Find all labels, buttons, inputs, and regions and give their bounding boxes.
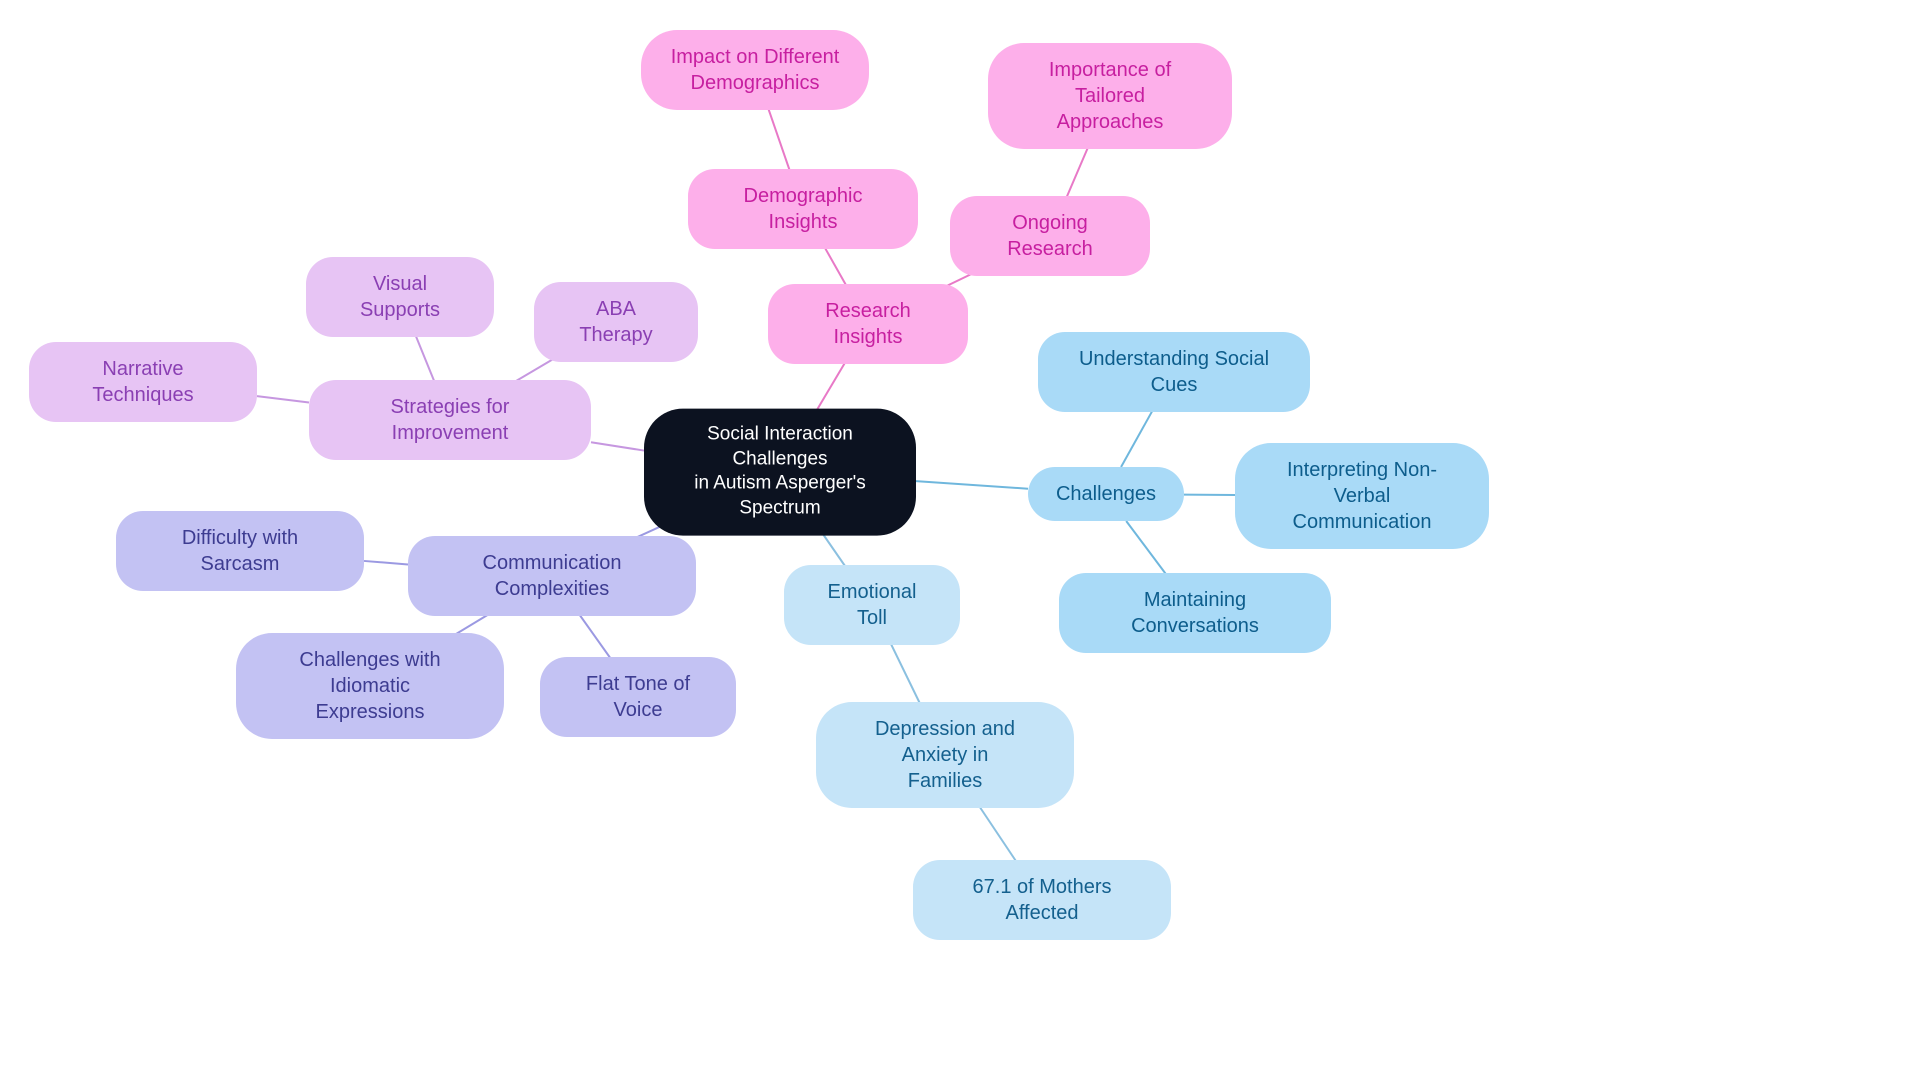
node-label: Interpreting Non-VerbalCommunication — [1263, 457, 1461, 535]
node-label: ABA Therapy — [562, 296, 670, 348]
node-research[interactable]: Research Insights — [768, 284, 968, 364]
node-label: Visual Supports — [334, 271, 466, 323]
node-visual[interactable]: Visual Supports — [306, 257, 494, 337]
node-narrative[interactable]: Narrative Techniques — [29, 342, 257, 422]
node-label: Flat Tone of Voice — [568, 671, 708, 723]
node-label: Importance of TailoredApproaches — [1016, 57, 1204, 135]
node-label: Depression and Anxiety inFamilies — [844, 716, 1046, 794]
node-label: Difficulty with Sarcasm — [144, 525, 336, 577]
edge-strategies-narrative — [257, 396, 309, 402]
node-impact[interactable]: Impact on DifferentDemographics — [641, 30, 869, 110]
node-challenges[interactable]: Challenges — [1028, 467, 1184, 521]
node-label: 67.1 of Mothers Affected — [941, 874, 1143, 926]
node-label: Impact on DifferentDemographics — [671, 44, 840, 96]
node-label: Challenges — [1056, 481, 1156, 507]
node-comm[interactable]: Communication Complexities — [408, 536, 696, 616]
node-label: Understanding Social Cues — [1066, 346, 1282, 398]
node-label: Emotional Toll — [812, 579, 932, 631]
node-mothers[interactable]: 67.1 of Mothers Affected — [913, 860, 1171, 940]
node-label: Narrative Techniques — [57, 356, 229, 408]
node-idiom[interactable]: Challenges with IdiomaticExpressions — [236, 633, 504, 739]
node-demo[interactable]: Demographic Insights — [688, 169, 918, 249]
node-label: Maintaining Conversations — [1087, 587, 1303, 639]
edge-root-challenges — [916, 481, 1028, 489]
node-label: Strategies for Improvement — [337, 394, 563, 446]
node-label: Research Insights — [796, 298, 940, 350]
node-flat[interactable]: Flat Tone of Voice — [540, 657, 736, 737]
node-sarcasm[interactable]: Difficulty with Sarcasm — [116, 511, 364, 591]
node-label: Ongoing Research — [978, 210, 1122, 262]
node-label: Challenges with IdiomaticExpressions — [264, 647, 476, 725]
node-emotional[interactable]: Emotional Toll — [784, 565, 960, 645]
node-label: Demographic Insights — [716, 183, 890, 235]
node-root[interactable]: Social Interaction Challengesin Autism A… — [644, 409, 916, 536]
node-label: Social Interaction Challengesin Autism A… — [672, 423, 888, 522]
node-aba[interactable]: ABA Therapy — [534, 282, 698, 362]
node-tailored[interactable]: Importance of TailoredApproaches — [988, 43, 1232, 149]
node-cues[interactable]: Understanding Social Cues — [1038, 332, 1310, 412]
node-nonverbal[interactable]: Interpreting Non-VerbalCommunication — [1235, 443, 1489, 549]
node-strategies[interactable]: Strategies for Improvement — [309, 380, 591, 460]
edge-root-strategies — [591, 442, 644, 450]
node-depress[interactable]: Depression and Anxiety inFamilies — [816, 702, 1074, 808]
node-maintain[interactable]: Maintaining Conversations — [1059, 573, 1331, 653]
edge-comm-sarcasm — [364, 561, 408, 565]
node-ongoing[interactable]: Ongoing Research — [950, 196, 1150, 276]
node-label: Communication Complexities — [436, 550, 668, 602]
